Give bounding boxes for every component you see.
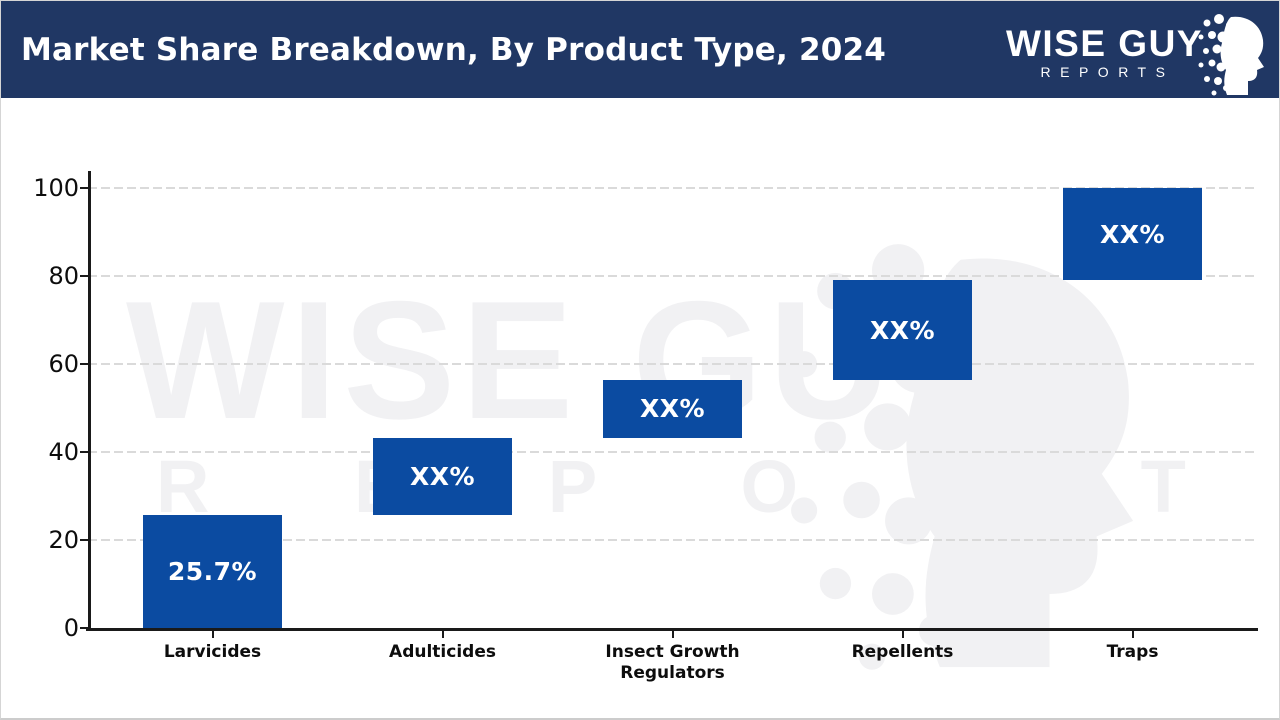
logo-wordmark: WISE GUY <box>1005 23 1203 64</box>
bar-larvicides: 25.7% <box>143 514 282 628</box>
y-tick-label: 40 <box>48 438 79 466</box>
x-tick-mark <box>1131 630 1134 638</box>
bar-repellents: XX% <box>833 280 972 380</box>
wiseguy-logo: WISE GUY REPORTS <box>1006 7 1271 96</box>
gridline <box>88 363 1258 365</box>
category-label: Repellents <box>851 642 954 662</box>
bar-value-label: XX% <box>869 315 936 345</box>
y-tick-mark <box>80 275 88 277</box>
header-banner: Market Share Breakdown, By Product Type,… <box>1 1 1279 98</box>
category-label: Traps <box>1106 642 1159 662</box>
y-tick-label: 100 <box>33 174 79 202</box>
bar-adulticides: XX% <box>373 437 512 515</box>
y-tick-mark <box>80 187 88 189</box>
watermark-subtitle: R E P O R T S <box>156 445 1279 528</box>
logo-text: WISE GUY REPORTS <box>1006 25 1203 80</box>
bar-traps: XX% <box>1063 188 1202 281</box>
x-tick-mark <box>671 630 674 638</box>
chart-area: WISE GU R E P O R T S 02040608010025.7%L… <box>1 98 1279 718</box>
logo-subtitle: REPORTS <box>1040 64 1175 80</box>
bar-value-label: XX% <box>1099 219 1166 249</box>
gridline <box>88 275 1258 277</box>
x-tick-mark <box>901 630 904 638</box>
y-tick-mark <box>80 363 88 365</box>
y-tick-label: 20 <box>48 526 79 554</box>
page-title: Market Share Breakdown, By Product Type,… <box>21 31 887 68</box>
gridline <box>88 539 1258 541</box>
y-tick-label: 60 <box>48 350 79 378</box>
category-label: Insect Growth Regulators <box>605 642 740 683</box>
bar-value-label: 25.7% <box>167 556 258 586</box>
x-tick-mark <box>441 630 444 638</box>
y-axis-line <box>88 171 91 630</box>
bar-value-label: XX% <box>409 461 476 491</box>
y-tick-label: 0 <box>63 614 79 642</box>
x-tick-mark <box>211 630 214 638</box>
gridline <box>88 451 1258 453</box>
y-tick-mark <box>80 539 88 541</box>
y-tick-mark <box>80 627 88 629</box>
x-axis-line <box>86 628 1258 631</box>
gridline <box>88 187 1258 189</box>
y-tick-mark <box>80 451 88 453</box>
y-tick-label: 80 <box>48 262 79 290</box>
bar-insect-growth-regulators: XX% <box>603 379 742 438</box>
category-label: Adulticides <box>389 642 496 662</box>
category-label: Larvicides <box>163 642 262 662</box>
head-profile-logo-icon <box>1198 14 1264 96</box>
bar-value-label: XX% <box>639 394 706 424</box>
